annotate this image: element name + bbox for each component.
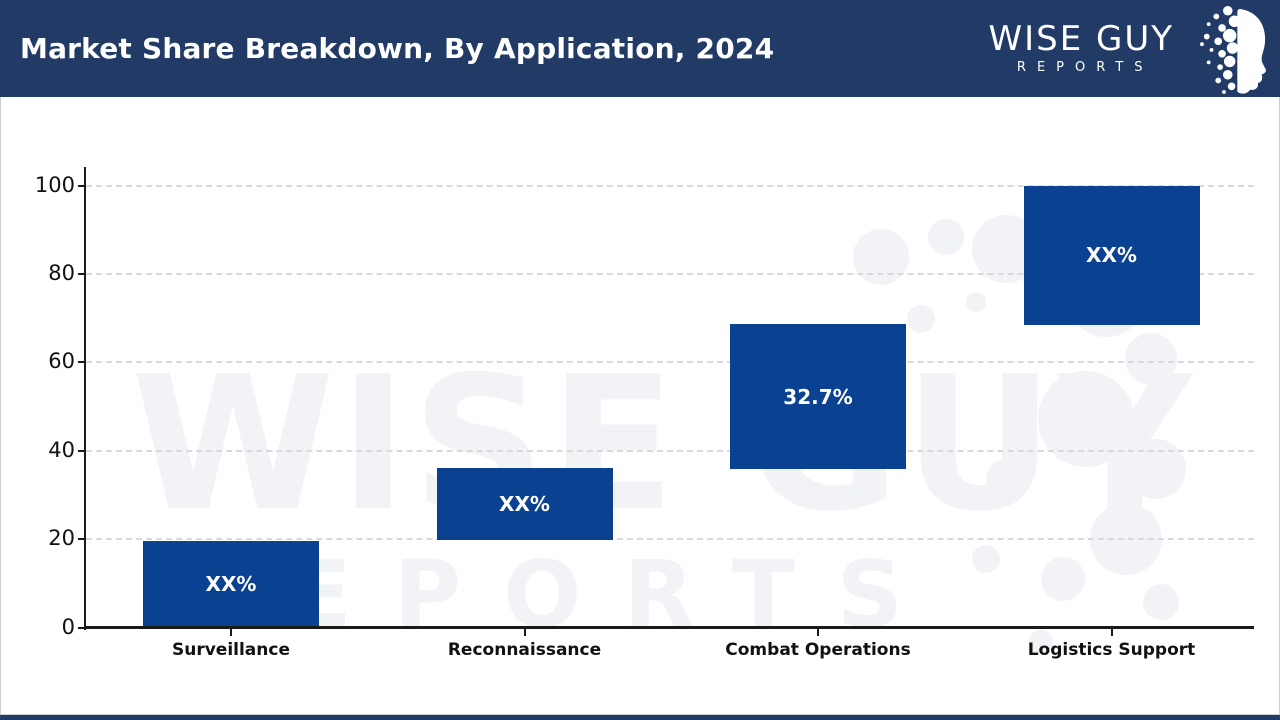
y-tick-100 <box>78 184 86 187</box>
x-tick-1 <box>523 629 526 636</box>
x-category-label: Reconnaissance <box>447 640 602 660</box>
y-axis-line <box>84 167 86 630</box>
footer-divider <box>0 714 1280 715</box>
brand-logo: WISE GUY REPORTS <box>988 0 1266 97</box>
chart-bar-logistics-support: XX% <box>1023 185 1200 326</box>
footer-bar <box>0 715 1280 720</box>
x-tick-0 <box>230 629 232 636</box>
y-tick-label: 60 <box>48 349 75 374</box>
bar-value-label: 32.7% <box>783 384 853 409</box>
x-axis-line <box>84 626 1254 629</box>
gridline-40 <box>86 449 1254 452</box>
bar-value-label: XX% <box>205 572 257 597</box>
y-tick-80 <box>78 272 86 275</box>
x-tick-3 <box>1110 629 1113 636</box>
bar-value-label: XX% <box>499 491 550 516</box>
logo-name: WISE GUY <box>988 19 1174 59</box>
x-category-label: Logistics Support <box>1027 640 1196 660</box>
chart-bar-combat-operations: 32.7% <box>730 324 906 469</box>
bar-value-label: XX% <box>1086 243 1137 268</box>
y-tick-label: 20 <box>48 526 75 551</box>
logo-wordmark: WISE GUY REPORTS <box>988 22 1174 75</box>
gridline-60 <box>86 361 1254 364</box>
y-tick-label: 0 <box>61 614 75 639</box>
x-tick-2 <box>817 629 819 636</box>
y-tick-label: 40 <box>48 437 75 462</box>
logo-face-icon <box>1200 5 1266 94</box>
y-tick-40 <box>78 449 86 452</box>
y-tick-20 <box>78 538 86 541</box>
y-tick-0 <box>78 626 86 629</box>
y-tick-label: 100 <box>34 172 75 197</box>
x-category-label: Combat Operations <box>725 640 911 660</box>
logo-tagline: REPORTS <box>1016 60 1154 75</box>
gridline-100 <box>86 184 1254 187</box>
chart-area: WISE GUY REPORTS 0 20 40 60 80 100 XX% XX% 32.7%… <box>0 97 1280 714</box>
page-title: Market Share Breakdown, By Application, … <box>20 32 775 65</box>
app-header: Market Share Breakdown, By Application, … <box>0 0 1280 97</box>
gridline-20 <box>86 538 1254 541</box>
y-tick-60 <box>78 361 86 364</box>
gridline-80 <box>86 272 1254 275</box>
y-tick-label: 80 <box>48 260 75 285</box>
chart-bar-surveillance: XX% <box>143 540 319 628</box>
chart-bar-reconnaissance: XX% <box>436 468 613 540</box>
x-category-label: Surveillance <box>171 640 290 660</box>
